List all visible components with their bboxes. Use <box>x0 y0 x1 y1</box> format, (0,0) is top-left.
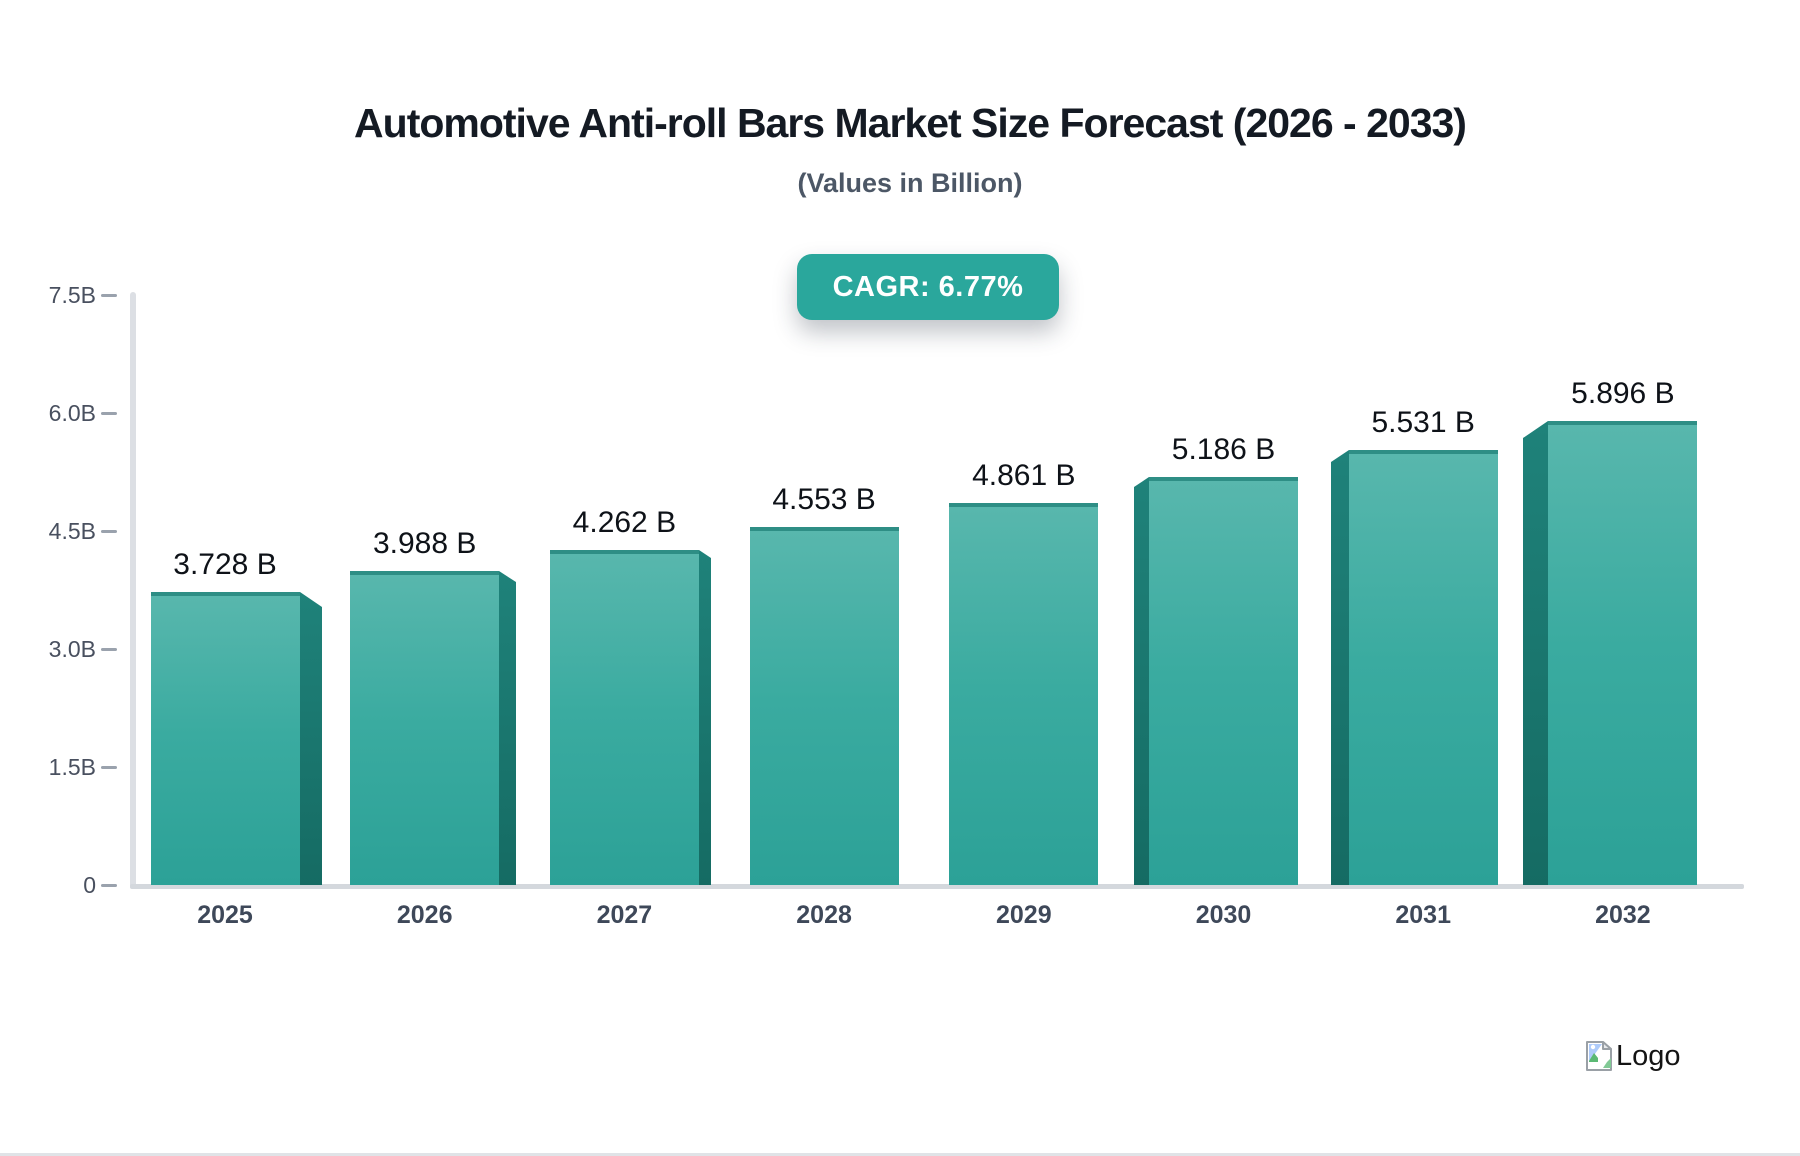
bar-value-label: 4.553 B <box>772 483 876 516</box>
x-axis-label: 2029 <box>995 901 1052 929</box>
bar-value-label: 4.861 B <box>972 459 1076 492</box>
bar-value-label: 4.262 B <box>572 506 677 539</box>
y-axis-tick-mark <box>101 884 117 887</box>
page-title: Automotive Anti-roll Bars Market Size Fo… <box>354 100 1467 146</box>
bar-2031[interactable] <box>1349 450 1498 885</box>
y-axis-line <box>130 292 136 889</box>
bar-side-face <box>1134 477 1149 885</box>
bar-value-label: 5.186 B <box>1171 433 1276 466</box>
bar-value-label: 5.896 B <box>1571 377 1675 410</box>
bar-side-face <box>1523 421 1548 885</box>
bar-2026[interactable] <box>350 571 499 885</box>
y-axis-tick-label: 3.0B <box>48 636 96 662</box>
bar-2032[interactable] <box>1548 421 1697 885</box>
bar-value-label: 5.531 B <box>1371 406 1475 439</box>
x-axis-label: 2026 <box>396 901 453 929</box>
bar-2027[interactable] <box>550 550 699 885</box>
y-axis-tick-label: 0 <box>83 872 96 898</box>
y-axis-tick-mark <box>101 294 117 297</box>
bar-side-face <box>699 550 711 885</box>
y-axis-tick-label: 4.5B <box>48 518 96 544</box>
cagr-badge: CAGR: 6.77% <box>797 254 1059 320</box>
x-axis-label: 2032 <box>1595 901 1651 929</box>
logo-alt-text: Logo <box>1616 1040 1681 1072</box>
bar-side-face <box>499 571 516 885</box>
bar-side-face <box>1331 450 1349 885</box>
bar-2030[interactable] <box>1149 477 1298 885</box>
x-axis-label: 2027 <box>596 901 653 929</box>
y-axis-tick-label: 6.0B <box>48 400 96 426</box>
x-axis-label: 2025 <box>197 901 253 929</box>
x-axis-label: 2028 <box>796 901 852 929</box>
y-axis-tick-mark <box>101 648 117 651</box>
bar-value-label: 3.728 B <box>173 548 277 581</box>
y-axis-tick-label: 7.5B <box>48 282 96 308</box>
bar-2025[interactable] <box>151 592 300 885</box>
x-axis-label: 2031 <box>1395 901 1451 929</box>
y-axis-tick-mark <box>101 530 117 533</box>
bar-side-face <box>300 592 322 885</box>
chart-subtitle: (Values in Billion) <box>797 168 1023 198</box>
logo: Logo <box>1584 1040 1681 1073</box>
bar-value-label: 3.988 B <box>372 527 477 560</box>
bar-2028[interactable] <box>750 527 899 885</box>
x-axis-label: 2030 <box>1195 901 1252 929</box>
y-axis-tick-label: 1.5B <box>48 754 96 780</box>
y-axis-tick-mark <box>101 412 117 415</box>
y-axis-tick-mark <box>101 766 117 769</box>
bar-2029[interactable] <box>949 503 1098 885</box>
x-axis-baseline <box>130 884 1744 889</box>
broken-image-icon <box>1584 1040 1614 1073</box>
